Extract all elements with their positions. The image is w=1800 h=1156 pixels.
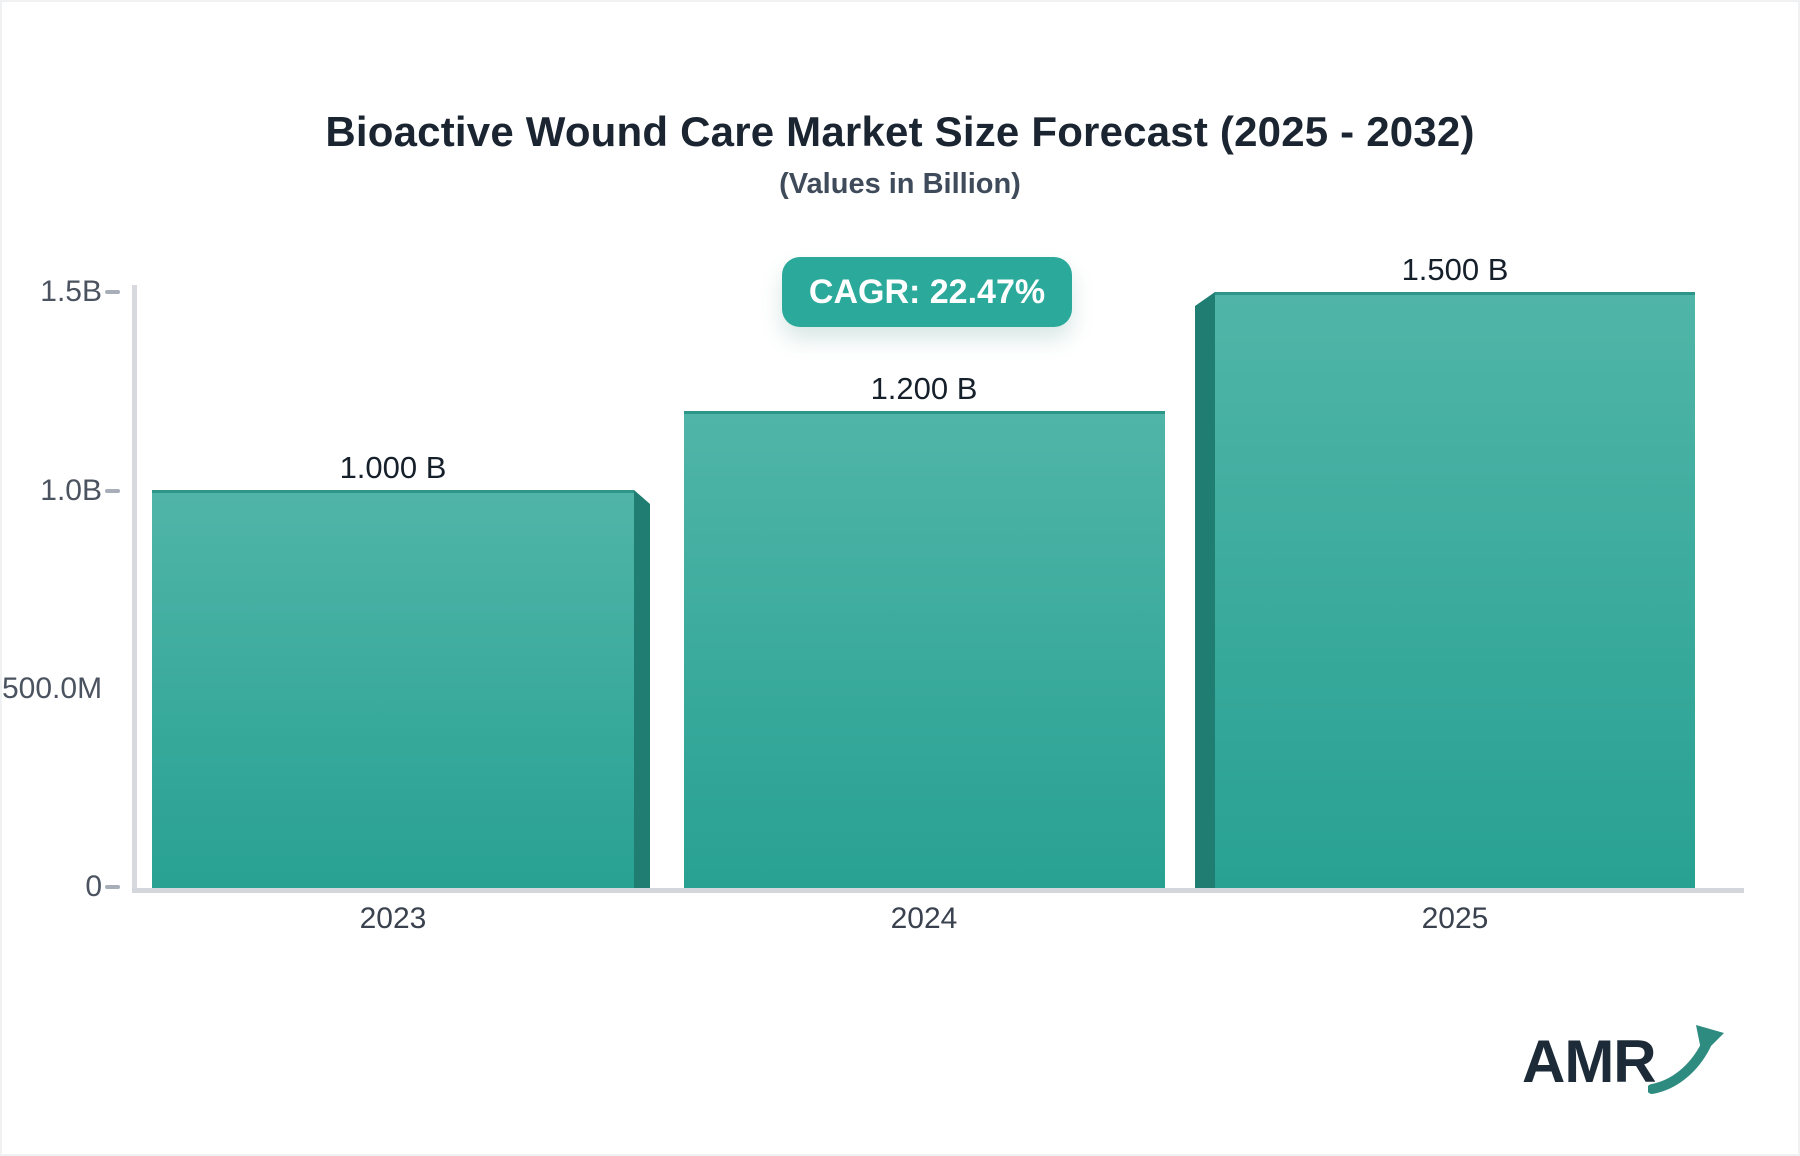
x-label-2024: 2024 bbox=[890, 902, 958, 935]
bar-2023-3d-side bbox=[634, 490, 650, 888]
x-axis-line bbox=[132, 888, 1744, 893]
y-tick-mark-1500m bbox=[105, 290, 120, 294]
amr-logo-text: AMR bbox=[1522, 1028, 1657, 1095]
y-tick-label-1500m: 1.5B bbox=[40, 275, 102, 308]
growth-arrow-icon bbox=[1647, 1025, 1724, 1094]
chart-title: Bioactive Wound Care Market Size Forecas… bbox=[325, 108, 1475, 155]
bar-2025-value-label: 1.500 B bbox=[1401, 252, 1509, 287]
bar-2025-3d-side bbox=[1195, 292, 1215, 888]
y-axis-line bbox=[132, 285, 137, 893]
bar-2023-value-label: 1.000 B bbox=[339, 450, 447, 485]
y-tick-label-0: 0 bbox=[85, 870, 102, 903]
bar-2024-value-label: 1.200 B bbox=[870, 371, 978, 406]
x-label-2023: 2023 bbox=[359, 902, 427, 935]
amr-logo: AMR bbox=[1522, 1024, 1726, 1100]
bar-2023 bbox=[152, 490, 634, 888]
y-tick-label-1000m: 1.0B bbox=[40, 474, 102, 507]
y-tick-label-500m: 500.0M bbox=[2, 672, 103, 705]
cagr-badge: CAGR: 22.47% bbox=[782, 257, 1072, 327]
x-label-2025: 2025 bbox=[1421, 902, 1489, 935]
bar-2025 bbox=[1215, 292, 1695, 888]
chart-subtitle: (Values in Billion) bbox=[779, 168, 1021, 200]
y-tick-mark-0 bbox=[105, 885, 120, 889]
y-tick-mark-1000m bbox=[105, 489, 120, 493]
bar-2024 bbox=[684, 411, 1165, 888]
